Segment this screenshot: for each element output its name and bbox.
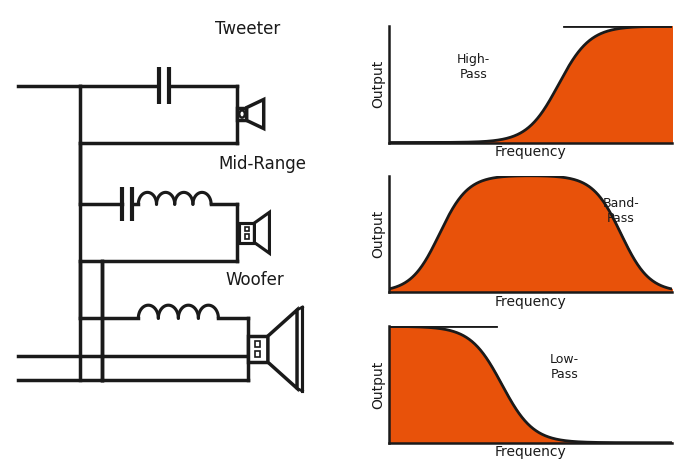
Bar [245, 234, 248, 239]
X-axis label: Frequency: Frequency [494, 295, 566, 309]
Y-axis label: Output: Output [372, 361, 386, 408]
Text: Low-
Pass: Low- Pass [550, 353, 579, 381]
Text: High-
Pass: High- Pass [457, 53, 490, 81]
Text: Band-
Pass: Band- Pass [603, 197, 639, 225]
Bar [256, 341, 260, 347]
Bar [239, 223, 254, 243]
Bar [248, 336, 268, 362]
Text: Tweeter: Tweeter [215, 19, 280, 38]
Polygon shape [246, 99, 264, 129]
Polygon shape [268, 310, 297, 389]
X-axis label: Frequency: Frequency [494, 145, 566, 159]
Bar [245, 227, 248, 231]
Polygon shape [254, 212, 270, 253]
Bar [256, 351, 260, 357]
X-axis label: Frequency: Frequency [494, 446, 566, 459]
Text: Mid-Range: Mid-Range [218, 155, 306, 173]
Text: Woofer: Woofer [225, 271, 284, 289]
Y-axis label: Output: Output [372, 60, 386, 108]
Bar [237, 107, 246, 121]
Circle shape [239, 110, 245, 118]
Y-axis label: Output: Output [372, 210, 386, 258]
